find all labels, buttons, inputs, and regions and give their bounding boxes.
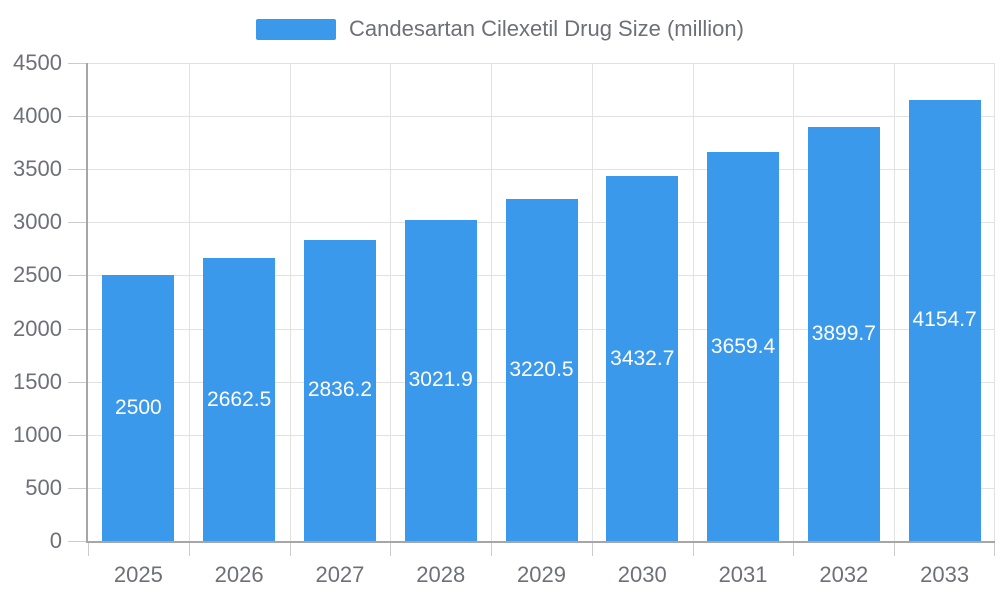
x-tick [188,543,190,556]
y-axis-label: 1000 [13,421,62,447]
y-tick [68,116,86,118]
x-gridline [692,63,694,541]
x-axis-label: 2028 [416,562,466,587]
y-axis-label: 0 [49,528,62,553]
y-tick [68,487,86,489]
bar-2027[interactable]: 2836.2 [303,239,376,541]
y-tick [68,328,86,330]
x-axis-label: 2030 [617,562,667,587]
legend-label: Candesartan Cilexetil Drug Size (million… [349,16,744,41]
x-tick [994,543,995,556]
bar-value-label: 2662.5 [207,387,272,411]
legend-item[interactable]: Candesartan Cilexetil Drug Size (million… [0,16,1000,42]
y-tick [68,381,86,383]
x-axis-label: 2026 [214,562,264,587]
bar-value-label: 2500 [115,396,162,420]
bar-2030[interactable]: 3432.7 [606,176,679,541]
x-gridline [994,63,995,541]
y-tick [68,222,86,224]
bar-value-label: 4154.7 [912,308,977,332]
x-axis-label: 2027 [315,562,365,587]
x-axis-label: 2033 [920,562,970,587]
x-tick [591,543,593,556]
x-gridline [390,63,392,541]
bar-2025[interactable]: 2500 [102,275,175,541]
bar-value-label: 2836.2 [307,378,373,402]
y-axis-label: 500 [25,474,62,500]
x-axis-label: 2031 [718,562,768,587]
y-axis-label: 3500 [13,156,62,182]
bar-value-label: 3220.5 [509,357,574,381]
y-axis-label: 4500 [13,50,62,75]
y-gridline [88,63,995,64]
bar-value-label: 3899.7 [811,321,876,345]
bar-2026[interactable]: 2662.5 [203,258,276,541]
y-gridline [88,116,995,118]
bar-2032[interactable]: 3899.7 [807,126,880,541]
x-axis-label: 2032 [819,562,869,587]
legend-swatch-icon [256,18,337,40]
bar-2028[interactable]: 3021.9 [404,220,477,541]
y-tick [68,275,86,277]
x-gridline [591,63,593,541]
y-axis-label: 4000 [13,103,62,129]
bar-2031[interactable]: 3659.4 [707,152,780,541]
x-gridline [491,63,493,541]
bar-value-label: 3659.4 [710,334,776,358]
y-tick [68,541,86,542]
bar-value-label: 3021.9 [408,368,473,392]
y-axis-label: 1500 [13,368,62,394]
plot-area: 2500 2662.5 2836.2 3021.9 3220.5 3432.7 3659.4… [13,52,995,587]
x-axis-line [86,541,995,543]
y-tick [68,434,86,436]
x-gridline [289,63,291,541]
bar-2029[interactable]: 3220.5 [505,198,578,541]
x-axis-label: 2029 [517,562,566,587]
y-gridline [88,169,995,171]
y-tick [68,63,86,64]
bar-value-label: 3432.7 [610,346,675,370]
x-gridline [793,63,795,541]
x-tick [390,543,392,556]
y-axis-label: 2500 [13,262,62,288]
x-tick [491,543,493,556]
y-axis-line [86,63,88,543]
y-axis-label: 3000 [13,209,62,235]
y-axis-label: 2000 [13,315,62,341]
x-tick [88,543,89,556]
bar-2033[interactable]: 4154.7 [908,99,981,541]
x-gridline [188,63,190,541]
x-axis-label: 2025 [113,562,163,587]
x-tick [894,543,896,556]
x-gridline [894,63,896,541]
x-tick [289,543,291,556]
x-tick [793,543,795,556]
y-tick [68,169,86,171]
x-tick [692,543,694,556]
